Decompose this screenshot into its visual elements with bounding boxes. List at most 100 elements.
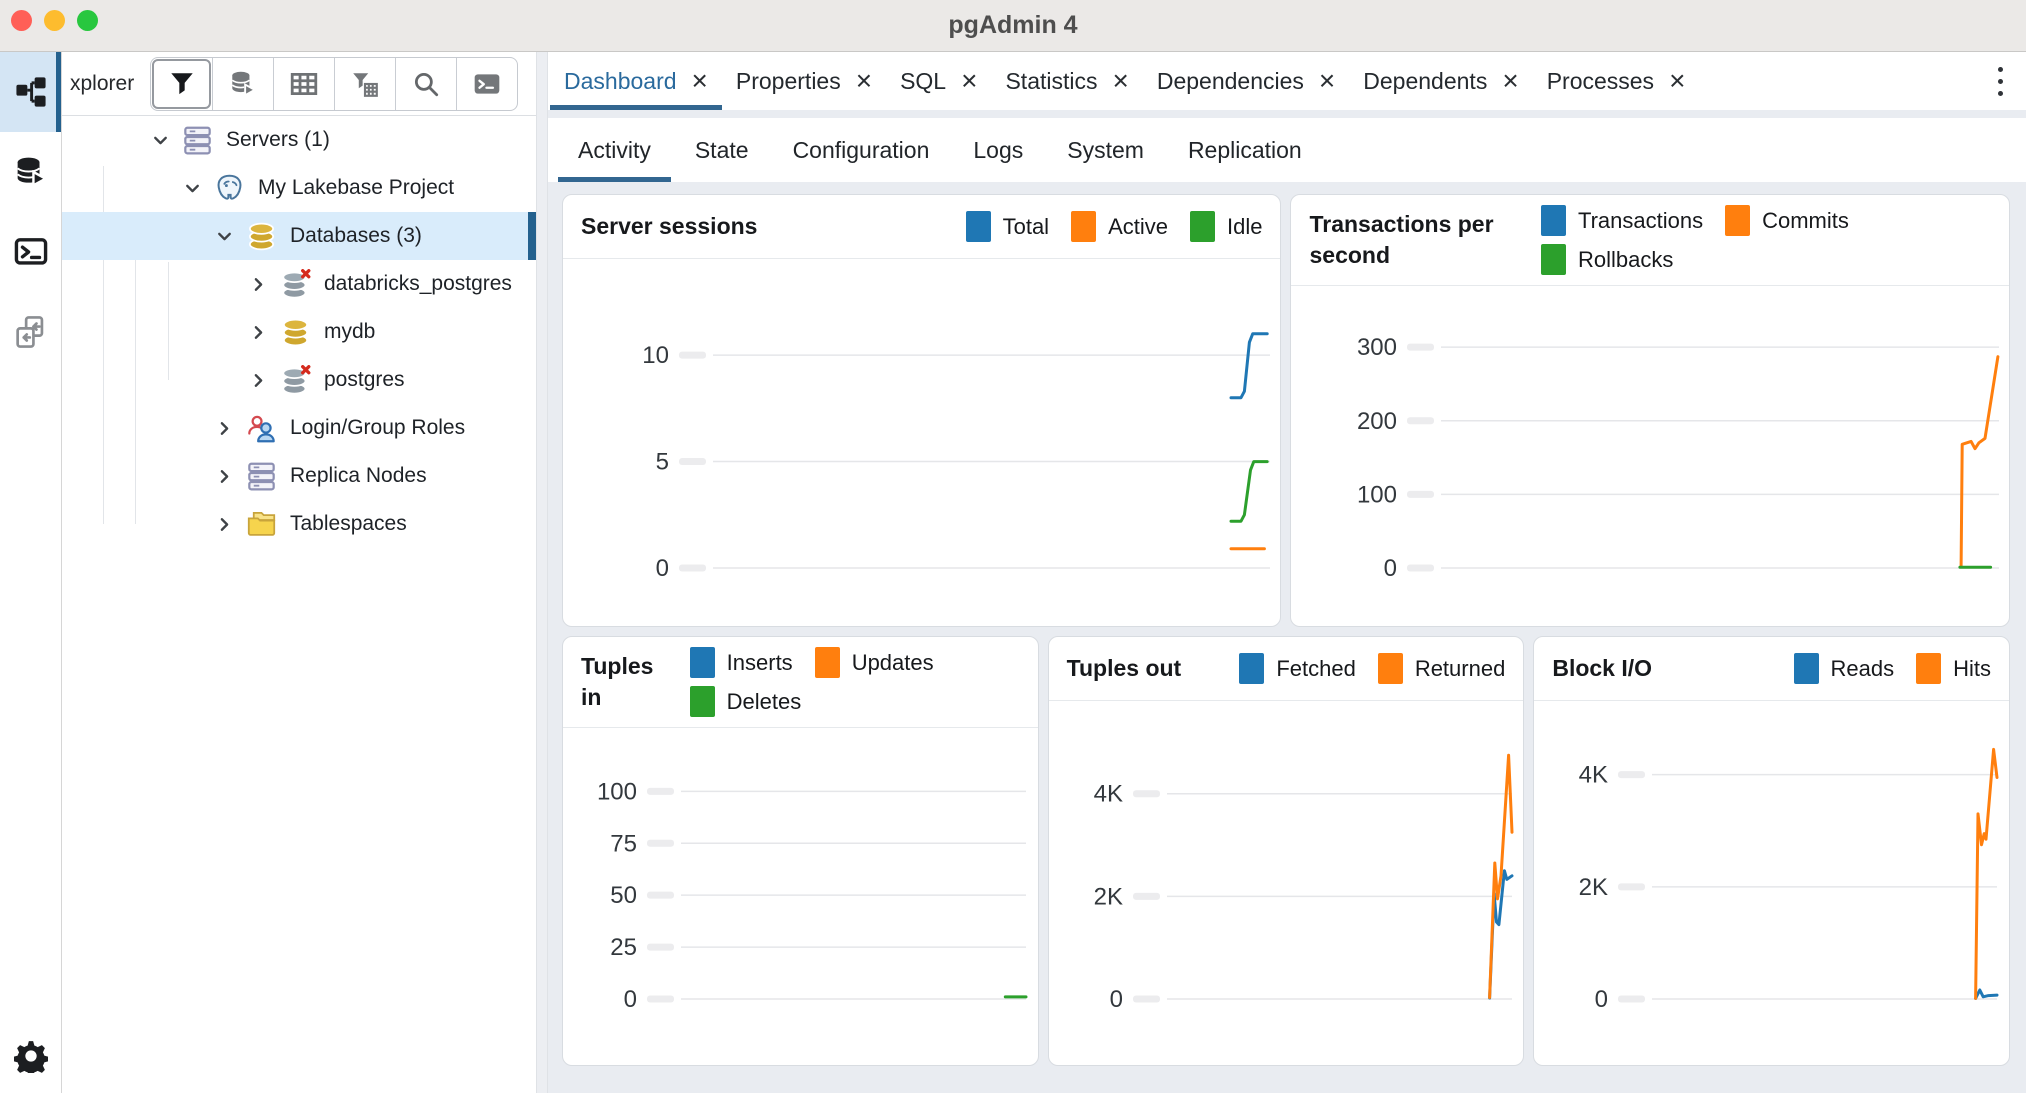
tab-processes[interactable]: Processes × [1533,52,1700,110]
legend-label: Updates [851,649,934,675]
tree-item-mydb[interactable]: mydb [62,308,536,356]
tab-properties[interactable]: Properties × [722,52,886,110]
minimize-button[interactable] [44,10,65,31]
subtab-configuration[interactable]: Configuration [792,136,930,163]
tree-item-databases[interactable]: Databases (3) [62,212,536,260]
chevron-right-icon[interactable] [248,274,269,295]
tree-item-servers[interactable]: Servers (1) [62,116,536,164]
view-data-button[interactable] [212,57,273,110]
chevron-down-icon[interactable] [182,178,203,199]
close-button[interactable] [11,10,32,31]
tree-item-label: Tablespaces [290,512,407,535]
chevron-right-icon[interactable] [214,466,235,487]
sidebar-item-settings[interactable] [0,1019,61,1093]
filter-button[interactable] [151,58,212,110]
sidebar-item-object-explorer[interactable] [0,52,61,132]
tree-item-label: My Lakebase Project [258,176,455,199]
filtered-rows-button[interactable] [334,57,395,110]
tab-statistics[interactable]: Statistics × [991,52,1142,110]
subtab-activity[interactable]: Activity [556,118,673,182]
chevron-right-icon[interactable] [214,418,235,439]
chart-legend: Transactions Commits Rollbacks [1540,205,1991,275]
chevron-down-icon[interactable] [150,130,171,151]
chart-plot-area: 0 5 10 [563,259,1280,626]
chevron-right-icon[interactable] [214,514,235,535]
legend-label: Active [1108,213,1168,239]
tree-item-tablespaces[interactable]: Tablespaces [62,500,536,548]
chart-card-block-io: Block I/O Reads Hits 0 2K 4K [1533,636,2010,1066]
sitemap-icon [15,77,46,107]
sidebar-item-schema-diff[interactable] [0,292,61,372]
tree-item-login-group-roles[interactable]: Login/Group Roles [62,404,536,452]
tab-overflow-menu[interactable] [1974,52,2026,110]
tab-close-icon[interactable]: × [1318,65,1336,96]
svg-text:0: 0 [656,555,669,582]
chevron-right-icon[interactable] [248,370,269,391]
tab-dependencies[interactable]: Dependencies × [1143,52,1349,110]
legend-item: Active [1071,211,1168,242]
svg-text:200: 200 [1357,408,1397,435]
legend-label: Transactions [1577,207,1704,233]
psql-tool-button[interactable] [456,57,517,110]
view-table-button[interactable] [273,57,334,110]
tree-item-replica-nodes[interactable]: Replica Nodes [62,452,536,500]
tab-label: Dependents [1363,67,1488,94]
server-stack-icon [248,462,275,490]
document-tabbar: Dashboard × Properties × SQL × Statistics × Depe… [548,52,2026,110]
search-objects-button[interactable] [395,57,456,110]
subtab-state[interactable]: State [694,136,749,163]
tab-label: SQL [900,67,947,94]
tab-sql[interactable]: SQL × [886,52,991,110]
svg-text:300: 300 [1357,334,1397,361]
panel-splitter[interactable] [536,52,548,1093]
tab-close-icon[interactable]: × [961,65,978,96]
subtab-system[interactable]: System [1067,136,1144,163]
legend-label: Rollbacks [1577,246,1674,272]
legend-item: Rollbacks [1540,244,1674,275]
tab-close-icon[interactable]: × [855,65,873,96]
query-tool-icon [16,157,48,188]
tabbar-separator [548,110,2026,118]
legend-item: Total [965,211,1050,242]
tab-dashboard[interactable]: Dashboard × [550,52,722,110]
sidebar-item-query-tool[interactable] [0,132,61,212]
legend-label: Reads [1830,655,1895,681]
chevron-right-icon[interactable] [248,322,269,343]
chart-canvas: 0 2K 4K [1093,753,1514,1013]
legend-swatch [1540,244,1566,275]
svg-text:25: 25 [610,934,637,961]
sidebar-item-psql-terminal[interactable] [0,212,61,292]
legend-item: Inserts [689,647,793,678]
legend-item: Fetched [1239,653,1356,684]
svg-text:0: 0 [1595,986,1608,1013]
legend-swatch [1071,211,1097,242]
tab-close-icon[interactable]: × [1669,65,1686,96]
legend-label: Total [1002,213,1050,239]
dashboard-content: Server sessions Total Active Idle 0 5 10 Trans… [548,182,2026,1093]
tab-close-icon[interactable]: × [1502,65,1519,96]
traffic-lights [11,10,98,31]
tab-dependents[interactable]: Dependents × [1349,52,1532,110]
svg-text:4K: 4K [1579,762,1608,789]
legend-swatch [689,647,715,678]
tree-indent-guide [168,262,169,380]
chart-card-tuples-out: Tuples out Fetched Returned 0 2K 4K [1047,636,1525,1066]
tab-close-icon[interactable]: × [1112,65,1129,96]
tree-item-databricks-postgres[interactable]: databricks_postgres [62,260,536,308]
tree-item-my-lakebase-project[interactable]: My Lakebase Project [62,164,536,212]
zoom-button[interactable] [77,10,98,31]
subtab-logs[interactable]: Logs [973,136,1024,163]
tab-close-icon[interactable]: × [691,65,708,96]
titlebar: pgAdmin 4 [0,0,2026,52]
app-frame: xplorer [0,52,2026,1093]
tab-label: Dependencies [1156,67,1304,94]
tree-item-postgres[interactable]: postgres [62,356,536,404]
svg-text:0: 0 [624,986,637,1013]
terminal-icon [14,238,47,265]
tree-item-label: databricks_postgres [324,272,512,295]
chart-legend: Reads Hits [1793,653,1991,684]
chevron-down-icon[interactable] [214,226,235,247]
subtab-replication[interactable]: Replication [1187,136,1302,163]
chart-plot-area: 0 25 50 75 100 [563,728,1038,1065]
chart-title: Block I/O [1552,654,1653,681]
